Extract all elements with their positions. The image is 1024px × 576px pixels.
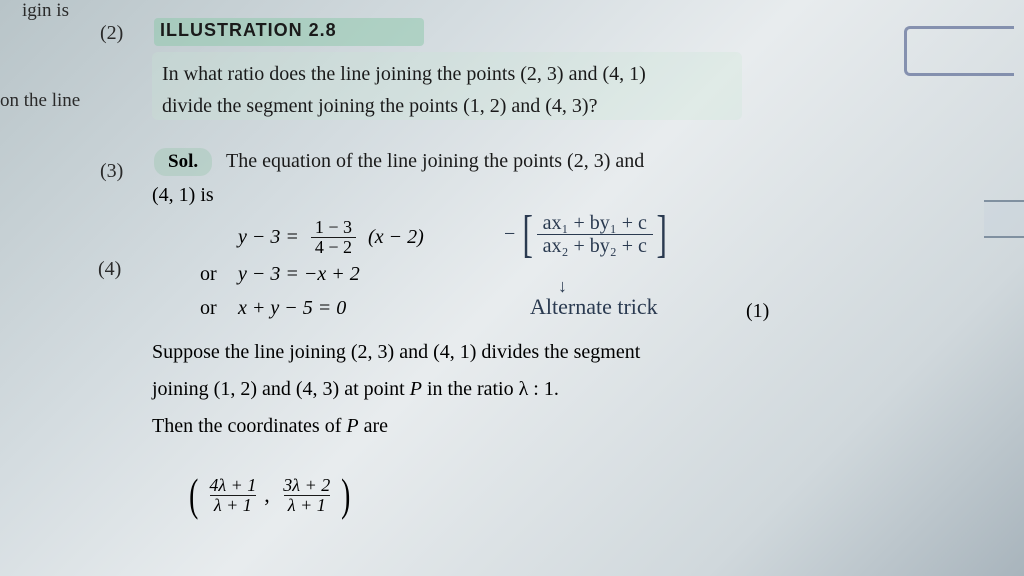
- para-line-2: joining (1, 2) and (4, 3) at point P in …: [152, 371, 782, 408]
- eq1-lhs: y − 3 =: [238, 220, 299, 254]
- coord2-num: 3λ + 2: [279, 476, 334, 495]
- solution-paragraph: Suppose the line joining (2, 3) and (4, …: [152, 334, 782, 445]
- page-edge-mark: [984, 200, 1024, 238]
- equation-1: y − 3 = 1 − 3 4 − 2 (x − 2): [200, 218, 424, 257]
- margin-fragment-side: on the line: [0, 90, 80, 112]
- coordinates-of-p: ( 4λ + 1 λ + 1 , 3λ + 2 λ + 1 ): [186, 476, 354, 515]
- bracket-left-icon: [: [523, 214, 533, 256]
- equation-3: or x + y − 5 = 0: [200, 291, 424, 325]
- comma: ,: [264, 482, 275, 508]
- item-number-2: (2): [100, 22, 123, 45]
- eq1-rhs: (x − 2): [368, 220, 424, 254]
- item-number-3: (3): [100, 160, 123, 183]
- coord-frac-1: 4λ + 1 λ + 1: [205, 476, 260, 515]
- coord1-num: 4λ + 1: [205, 476, 260, 495]
- hand-fraction: ax₁ + by₁ + c ax₂ + by₂ + c: [537, 212, 653, 257]
- question-box: In what ratio does the line joining the …: [152, 52, 742, 120]
- blue-pen-mark: [904, 26, 1014, 76]
- question-line-2: divide the segment joining the points (1…: [162, 90, 732, 122]
- or-1: or: [200, 257, 230, 291]
- hand-denominator: ax₂ + by₂ + c: [537, 234, 653, 257]
- eq3-text: x + y − 5 = 0: [238, 291, 346, 325]
- coord2-den: λ + 1: [284, 495, 330, 515]
- textbook-page: igin is on the line (2) (3) (4) ILLUSTRA…: [0, 0, 1024, 576]
- para-line-3: Then the coordinates of P are: [152, 408, 782, 445]
- coord1-den: λ + 1: [210, 495, 256, 515]
- eq1-denominator: 4 − 2: [311, 237, 356, 257]
- solution-intro: The equation of the line joining the poi…: [226, 150, 644, 173]
- solution-label: Sol.: [154, 148, 212, 176]
- eq1-numerator: 1 − 3: [311, 218, 356, 237]
- illustration-title: ILLUSTRATION 2.8: [160, 20, 337, 41]
- eq1-fraction: 1 − 3 4 − 2: [311, 218, 356, 257]
- para-line-1: Suppose the line joining (2, 3) and (4, …: [152, 334, 782, 371]
- handwritten-label: Alternate trick: [530, 294, 658, 320]
- margin-fragment-top: igin is: [22, 0, 69, 22]
- hand-numerator: ax₁ + by₁ + c: [537, 212, 653, 234]
- equation-number-1: (1): [746, 300, 769, 323]
- bracket-right-icon: ]: [656, 214, 666, 256]
- handwritten-formula: − [ ax₁ + by₁ + c ax₂ + by₂ + c ]: [504, 212, 670, 257]
- coord-frac-2: 3λ + 2 λ + 1: [279, 476, 334, 515]
- solution-cont: (4, 1) is: [152, 184, 214, 207]
- equation-block: y − 3 = 1 − 3 4 − 2 (x − 2) or y − 3 = −…: [200, 218, 424, 325]
- or-2: or: [200, 291, 230, 325]
- question-line-1: In what ratio does the line joining the …: [162, 58, 732, 90]
- eq2-text: y − 3 = −x + 2: [238, 257, 360, 291]
- hand-minus: −: [504, 223, 515, 246]
- paren-right-icon: ): [341, 477, 350, 514]
- item-number-4: (4): [98, 258, 121, 281]
- equation-2: or y − 3 = −x + 2: [200, 257, 424, 291]
- paren-left-icon: (: [189, 477, 198, 514]
